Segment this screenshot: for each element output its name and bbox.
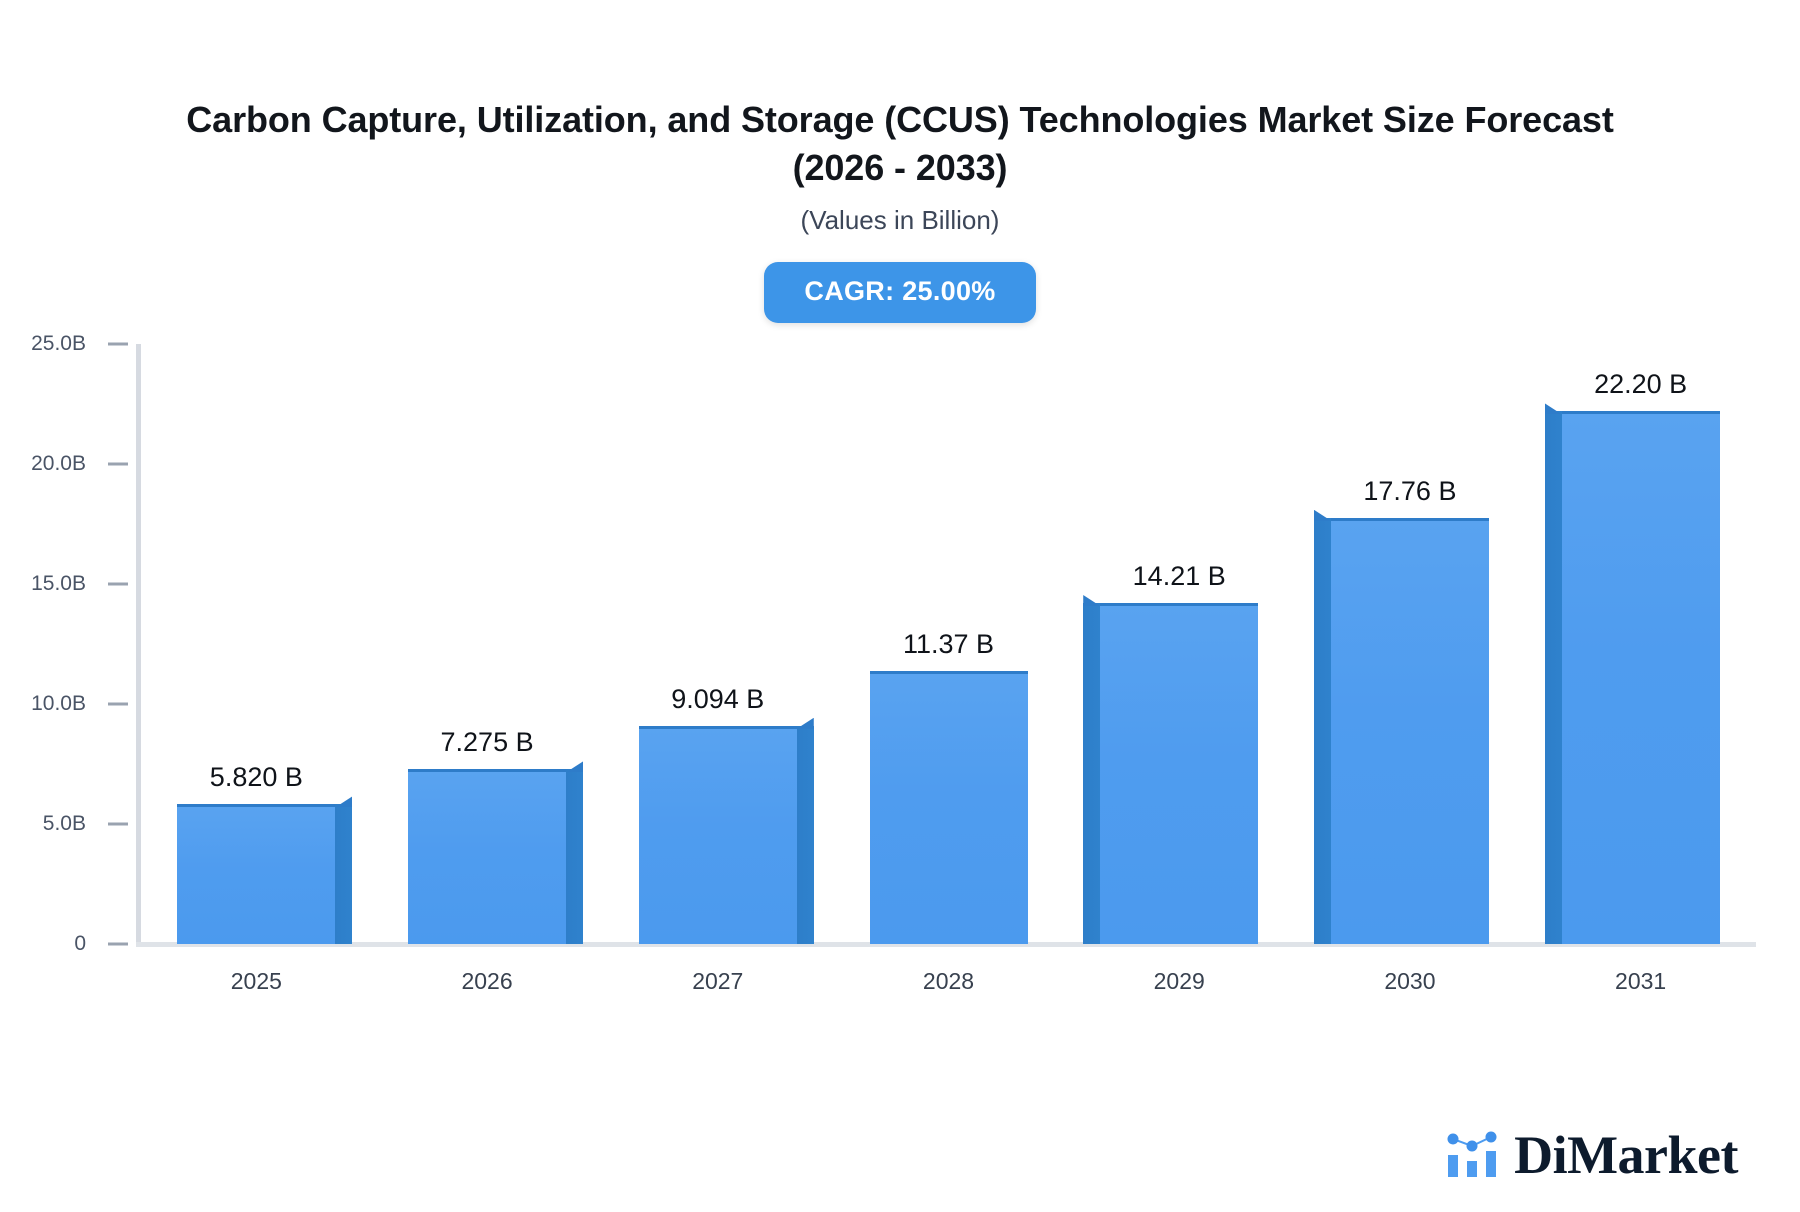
bar-side-top-bevel: [1313, 509, 1331, 521]
y-axis-spine: [136, 344, 141, 944]
cagr-badge-container: CAGR: 25.00%: [0, 262, 1800, 323]
y-axis-tick-label: 25.0B: [31, 332, 86, 355]
y-axis-tick-mark: [108, 582, 128, 586]
x-axis-labels: 2025 2026 2027 2028 2029 2030 2031: [141, 968, 1756, 1008]
bar-column[interactable]: 11.37 B: [869, 330, 1028, 944]
chart-header: Carbon Capture, Utilization, and Storage…: [0, 96, 1800, 236]
bar-column[interactable]: 22.20 B: [1544, 330, 1720, 944]
y-axis-tick-mark: [108, 462, 128, 466]
bar-side-panel: [1313, 517, 1331, 944]
brand-name: DiMarket: [1514, 1125, 1738, 1185]
bar-face: 14.21 B: [1100, 561, 1259, 944]
bar-column[interactable]: 14.21 B: [1083, 330, 1259, 944]
bar-side-panel: [1544, 411, 1562, 944]
chart-subtitle: (Values in Billion): [800, 205, 1000, 236]
bar-face: 9.094 B: [638, 684, 797, 944]
x-axis-tick-label: 2029: [1153, 968, 1205, 994]
x-axis-tick-label: 2026: [461, 968, 513, 994]
x-axis-baseline: [136, 942, 1756, 947]
bar-side-panel: [566, 769, 584, 944]
x-axis-tick-label: 2030: [1384, 968, 1436, 994]
bar-side-top-bevel: [566, 761, 584, 773]
y-axis-tick-label: 15.0B: [31, 572, 86, 595]
y-axis-tick-mark: [108, 942, 128, 946]
plot-area: 0 5.0B 10.0B 15.0B 20.0B 25.0B 5.820 B 7.275 B…: [0, 330, 1800, 960]
bar-side-top-bevel: [1083, 594, 1101, 606]
bar-value-label: 17.76 B: [1363, 475, 1457, 506]
y-axis-tick-mark: [108, 342, 128, 346]
bar-face: 22.20 B: [1561, 369, 1720, 944]
bar-face: 17.76 B: [1330, 476, 1489, 944]
bar-value-label: 7.275 B: [440, 727, 534, 758]
x-axis-tick-label: 2027: [692, 968, 744, 994]
bars-layer: 5.820 B 7.275 B 9.094 B 11.37 B 14.21 B 17.76…: [141, 330, 1756, 944]
bar-column[interactable]: 7.275 B: [408, 330, 584, 944]
y-axis-tick-label: 5.0B: [42, 812, 86, 835]
bar-face: 5.820 B: [177, 762, 336, 944]
x-axis-tick-label: 2031: [1615, 968, 1667, 994]
bar-value-label: 5.820 B: [209, 762, 303, 793]
brand-logo: DiMarket: [1444, 1128, 1738, 1182]
y-axis-tick-label: 10.0B: [31, 692, 86, 715]
bar-chart-icon: [1444, 1129, 1500, 1181]
y-axis-tick-mark: [108, 702, 128, 706]
bar-column[interactable]: 5.820 B: [177, 330, 353, 944]
y-axis-tick-label: 0: [74, 932, 86, 955]
bar-side-top-bevel: [1544, 403, 1562, 415]
y-axis-tick-label: 20.0B: [31, 452, 86, 475]
bar-value-label: 9.094 B: [671, 683, 765, 714]
bar-side-top-bevel: [335, 796, 353, 808]
bar-side-top-bevel: [796, 717, 814, 729]
bar-column[interactable]: 17.76 B: [1313, 330, 1489, 944]
bar-value-label: 11.37 B: [902, 629, 995, 660]
bar-face: 11.37 B: [869, 629, 1028, 944]
bar-side-panel: [335, 804, 353, 944]
bar-side-panel: [796, 725, 814, 944]
x-axis-tick-label: 2025: [230, 968, 282, 994]
bar-value-label: 22.20 B: [1594, 369, 1688, 400]
bar-value-label: 14.21 B: [1132, 560, 1226, 591]
page-title: Carbon Capture, Utilization, and Storage…: [186, 99, 1614, 188]
bar-column[interactable]: 9.094 B: [638, 330, 814, 944]
cagr-badge: CAGR: 25.00%: [764, 262, 1036, 323]
bar-side-panel: [1083, 602, 1101, 944]
bar-face: 7.275 B: [408, 727, 567, 944]
y-axis-tick-mark: [108, 822, 128, 826]
x-axis-tick-label: 2028: [922, 968, 975, 994]
